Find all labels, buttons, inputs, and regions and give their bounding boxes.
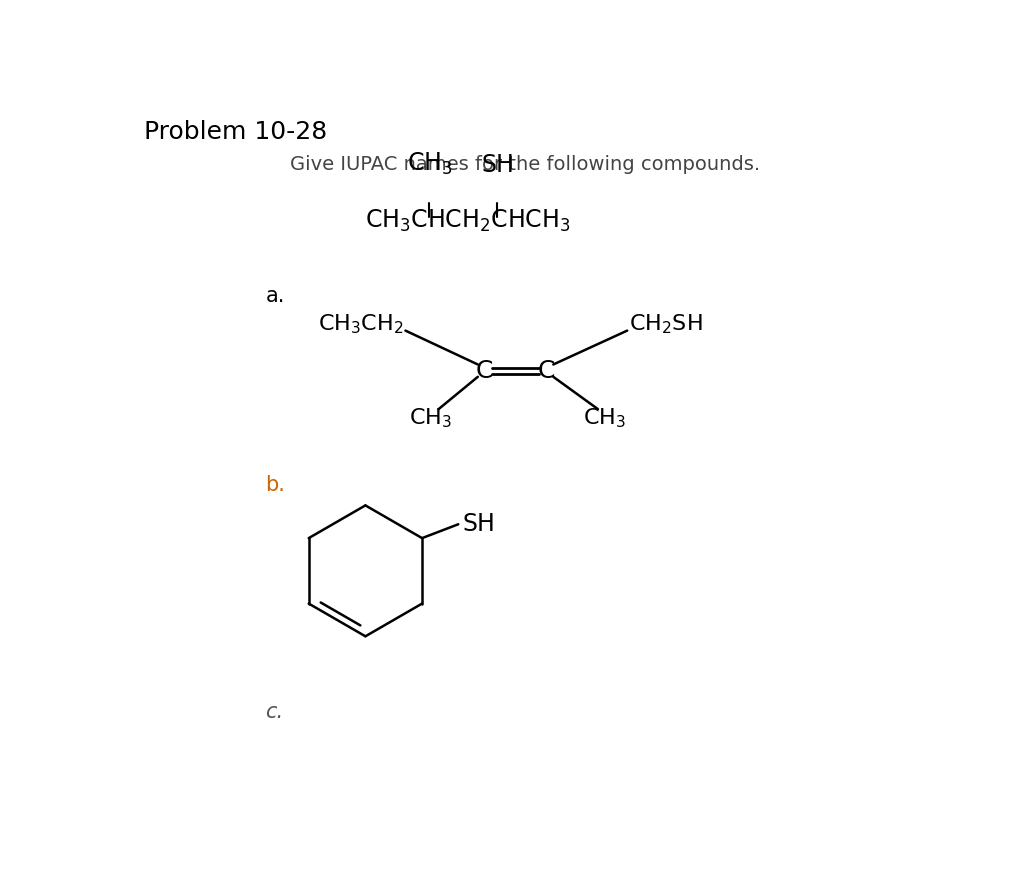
Text: $\mathregular{CH_3}$: $\mathregular{CH_3}$ bbox=[410, 407, 453, 430]
Text: $\mathregular{CH_3CHCH_2CHCH_3}$: $\mathregular{CH_3CHCH_2CHCH_3}$ bbox=[366, 207, 571, 234]
Text: Problem 10-28: Problem 10-28 bbox=[144, 121, 328, 144]
Text: $\mathregular{CH_2SH}$: $\mathregular{CH_2SH}$ bbox=[629, 312, 702, 336]
Text: SH: SH bbox=[462, 512, 495, 536]
Text: b.: b. bbox=[265, 474, 286, 494]
Text: C: C bbox=[538, 359, 555, 382]
Text: $\mathregular{CH_3CH_2}$: $\mathregular{CH_3CH_2}$ bbox=[318, 312, 403, 336]
Text: $\mathregular{CH_3}$: $\mathregular{CH_3}$ bbox=[583, 407, 626, 430]
Text: c.: c. bbox=[265, 702, 284, 722]
Text: C: C bbox=[476, 359, 494, 382]
Text: Give IUPAC names for the following compounds.: Give IUPAC names for the following compo… bbox=[290, 155, 760, 174]
Text: $\mathregular{SH}$: $\mathregular{SH}$ bbox=[481, 152, 513, 177]
Text: $\mathregular{CH_3}$: $\mathregular{CH_3}$ bbox=[407, 150, 453, 177]
Text: a.: a. bbox=[265, 286, 285, 306]
